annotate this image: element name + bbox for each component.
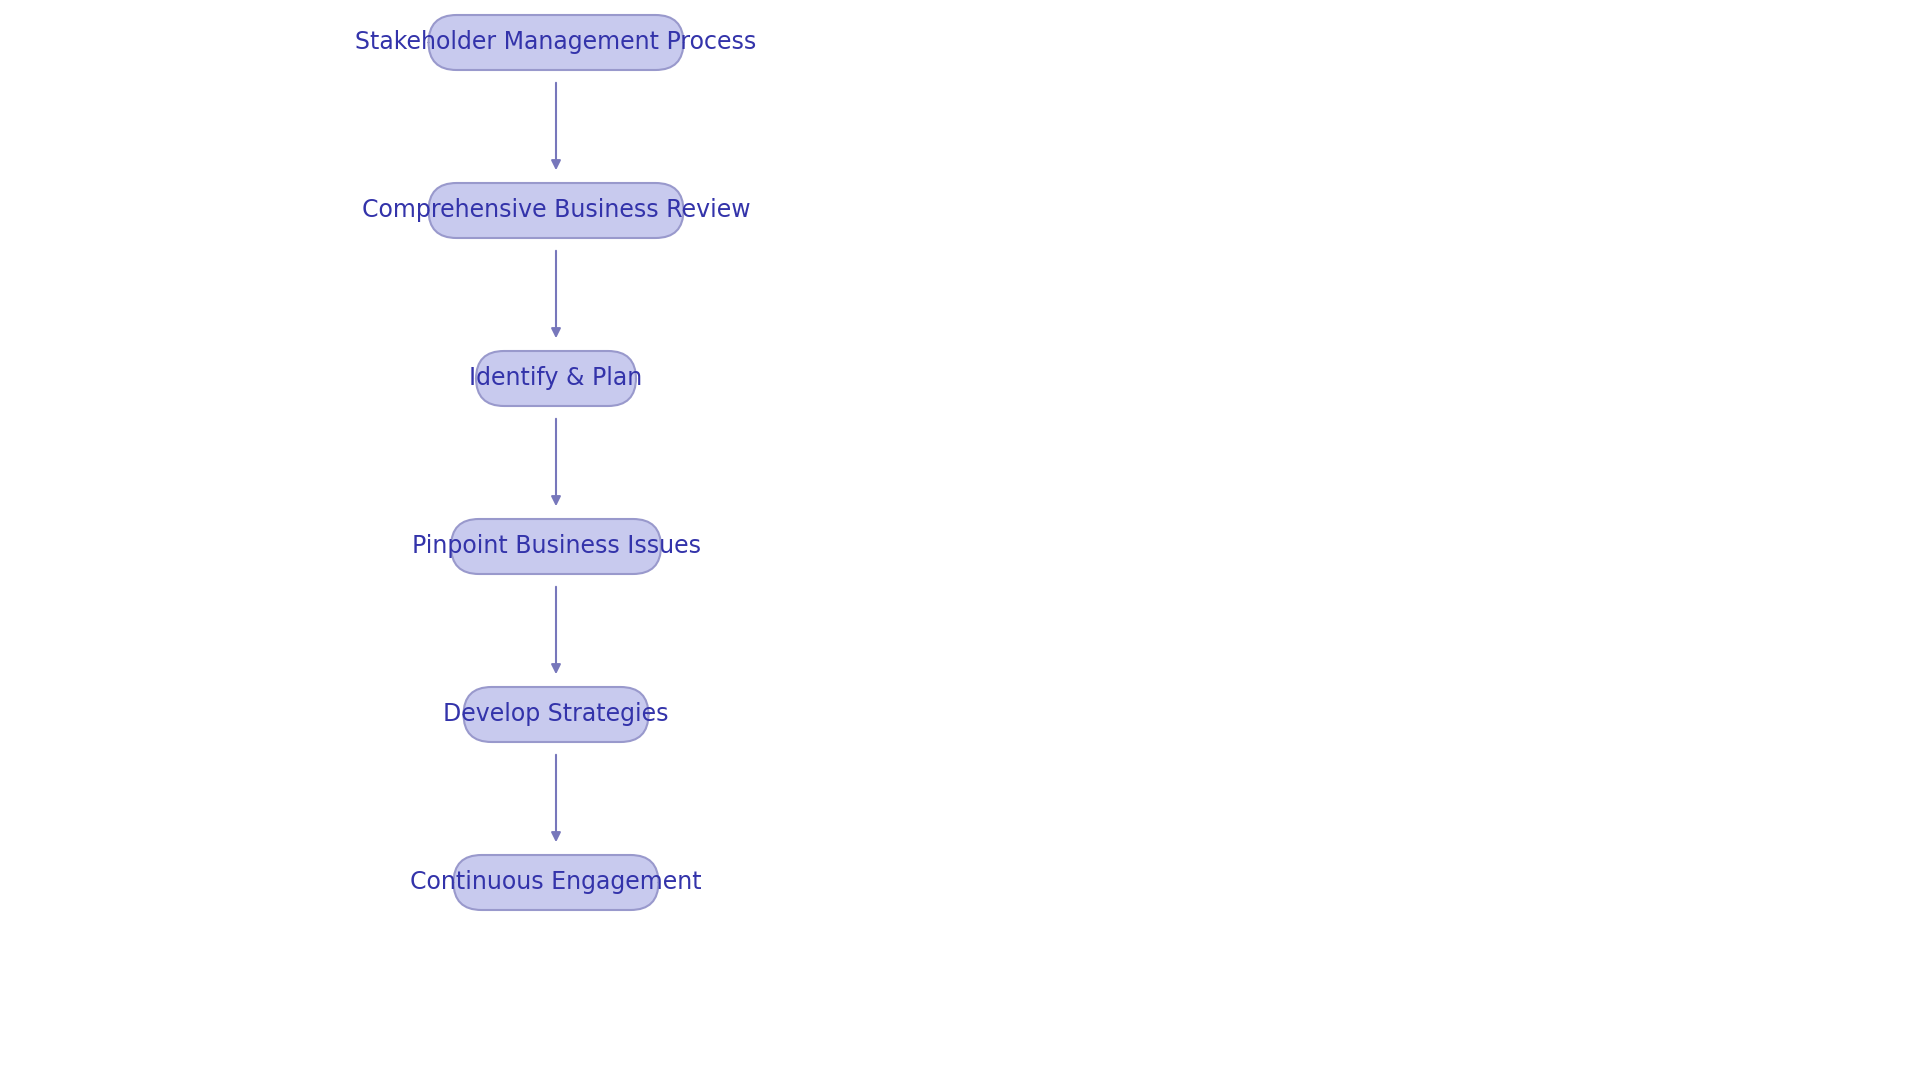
Text: Continuous Engagement: Continuous Engagement xyxy=(411,871,703,895)
FancyBboxPatch shape xyxy=(453,854,659,910)
FancyBboxPatch shape xyxy=(428,15,684,70)
Text: Comprehensive Business Review: Comprehensive Business Review xyxy=(361,198,751,222)
Text: Stakeholder Management Process: Stakeholder Management Process xyxy=(355,30,756,54)
Text: Identify & Plan: Identify & Plan xyxy=(468,366,643,391)
FancyBboxPatch shape xyxy=(428,183,684,238)
Text: Develop Strategies: Develop Strategies xyxy=(444,703,668,727)
FancyBboxPatch shape xyxy=(451,519,660,574)
Text: Pinpoint Business Issues: Pinpoint Business Issues xyxy=(411,535,701,559)
FancyBboxPatch shape xyxy=(463,687,649,742)
FancyBboxPatch shape xyxy=(476,351,636,406)
